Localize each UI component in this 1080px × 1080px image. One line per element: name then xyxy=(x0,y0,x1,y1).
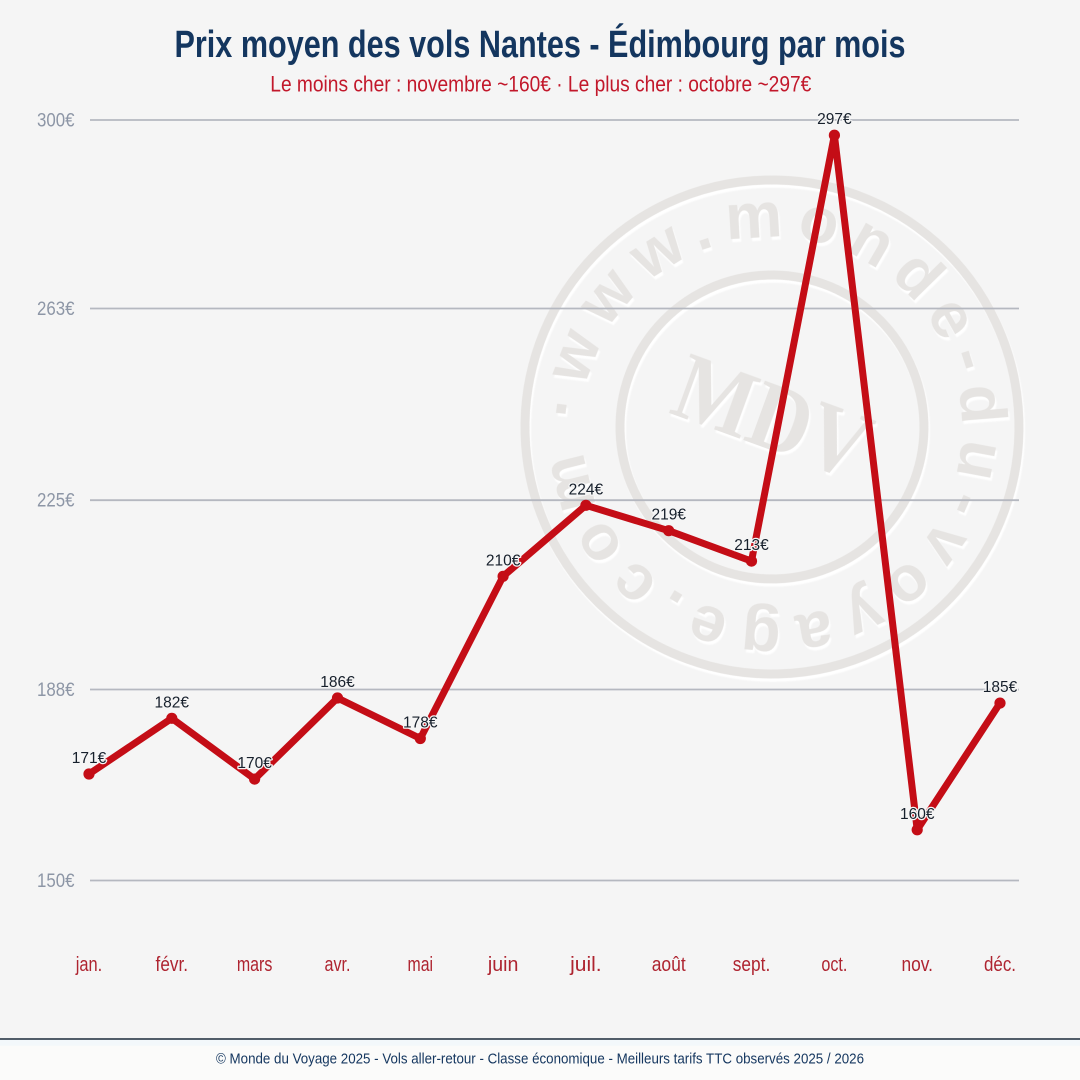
svg-text:224€: 224€ xyxy=(569,481,604,498)
svg-text:nov.: nov. xyxy=(901,954,933,976)
svg-text:MDV: MDV xyxy=(661,332,886,501)
svg-text:213€: 213€ xyxy=(734,537,769,554)
svg-text:225€: 225€ xyxy=(37,491,75,512)
svg-text:févr.: févr. xyxy=(156,954,189,976)
svg-text:178€: 178€ xyxy=(403,715,438,732)
svg-text:Le moins cher : novembre ~160€: Le moins cher : novembre ~160€ · Le plus… xyxy=(270,72,811,97)
svg-text:210€: 210€ xyxy=(486,552,521,569)
svg-text:déc.: déc. xyxy=(984,954,1016,976)
svg-text:150€: 150€ xyxy=(37,871,75,892)
svg-text:Prix moyen des vols Nantes - É: Prix moyen des vols Nantes - Édimbourg p… xyxy=(175,22,906,66)
svg-text:263€: 263€ xyxy=(37,299,75,320)
svg-text:jan.: jan. xyxy=(75,954,102,976)
svg-text:sept.: sept. xyxy=(733,954,771,976)
svg-text:oct.: oct. xyxy=(821,954,847,976)
svg-text:297€: 297€ xyxy=(817,111,852,128)
svg-text:© Monde du Voyage 2025 - Vols: © Monde du Voyage 2025 - Vols aller-reto… xyxy=(216,1052,864,1068)
svg-text:300€: 300€ xyxy=(37,110,75,131)
svg-text:mars: mars xyxy=(237,954,273,976)
svg-text:185€: 185€ xyxy=(983,679,1018,696)
svg-text:avr.: avr. xyxy=(325,954,351,976)
svg-text:juin: juin xyxy=(487,954,518,976)
svg-text:160€: 160€ xyxy=(900,806,935,823)
svg-text:juil.: juil. xyxy=(569,954,602,976)
svg-text:170€: 170€ xyxy=(237,755,272,772)
svg-text:août: août xyxy=(652,954,686,976)
svg-text:188€: 188€ xyxy=(37,680,75,701)
svg-text:186€: 186€ xyxy=(320,674,355,691)
svg-text:219€: 219€ xyxy=(651,507,686,524)
svg-text:182€: 182€ xyxy=(155,694,190,711)
svg-text:mai: mai xyxy=(408,954,434,976)
svg-text:171€: 171€ xyxy=(72,750,107,767)
